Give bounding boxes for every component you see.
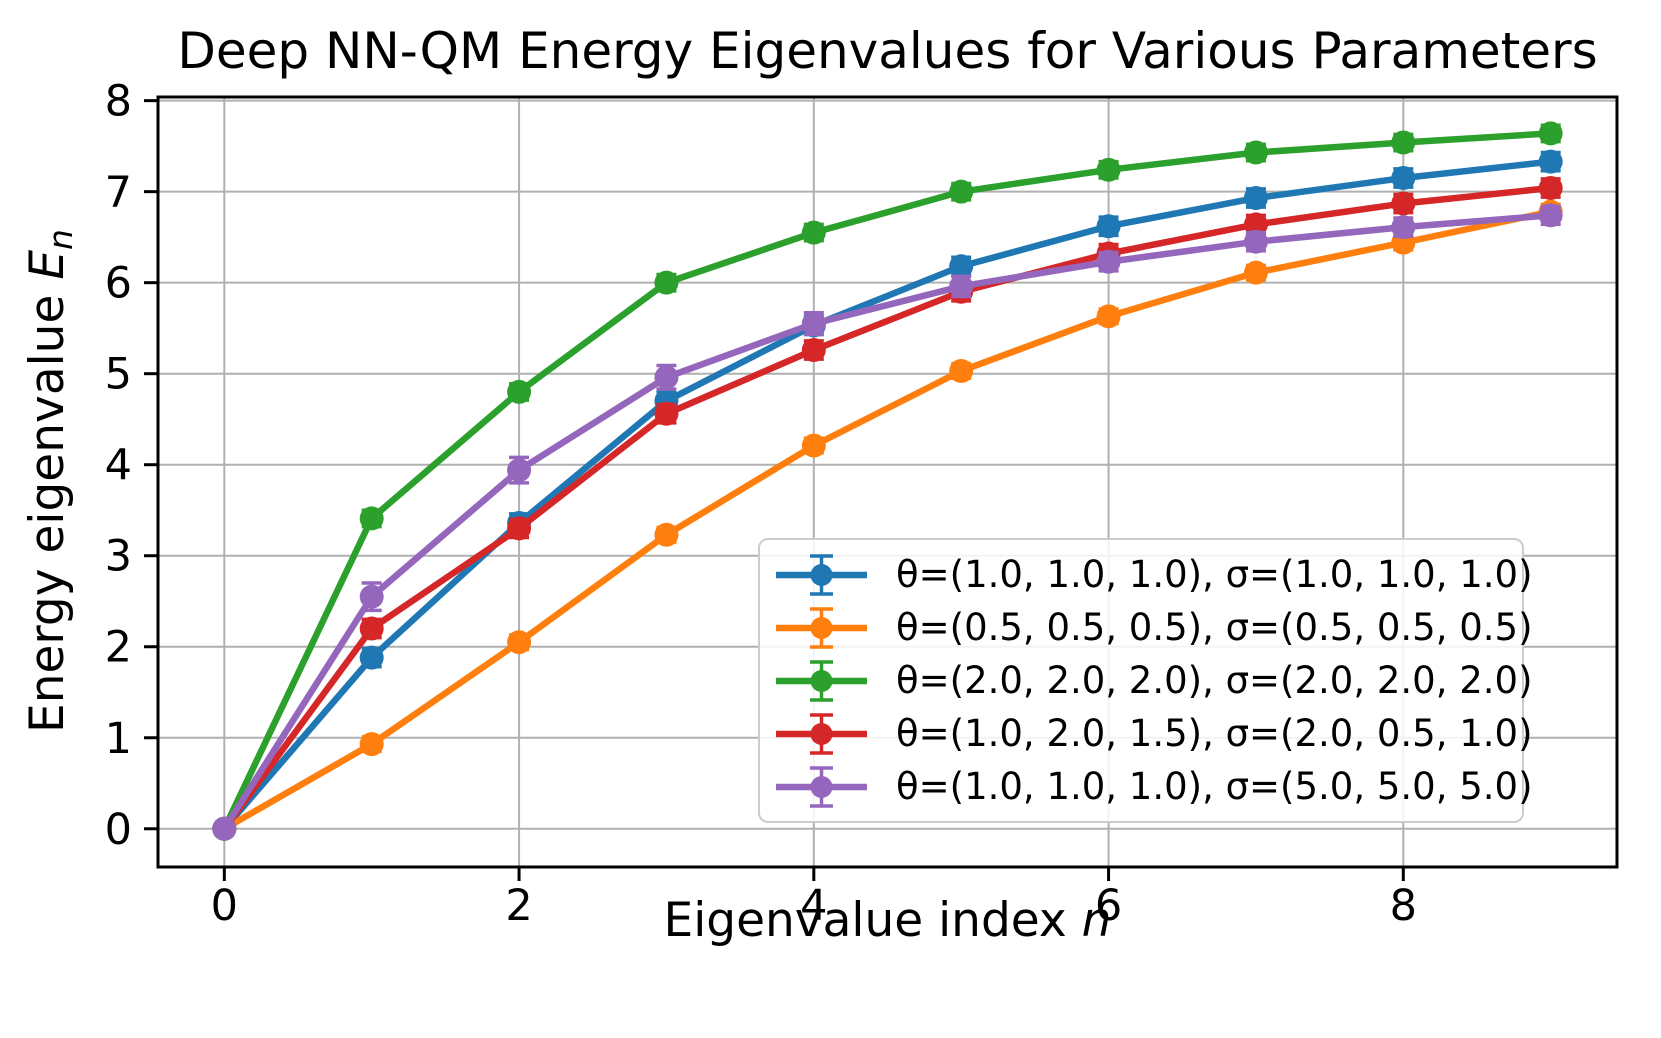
data-point [1538,149,1563,174]
x-tick-label: 6 [1095,881,1122,931]
series-line [221,184,1554,833]
legend-sample-point [810,563,833,586]
data-point [949,179,974,204]
legend-item: θ=(0.5, 0.5, 0.5), σ=(0.5, 0.5, 0.5) [774,601,1533,654]
data-point [1243,260,1268,285]
data-point [1538,203,1563,228]
data-point [654,522,679,547]
legend-label: θ=(0.5, 0.5, 0.5), σ=(0.5, 0.5, 0.5) [896,606,1533,649]
x-tick-label: 0 [211,881,238,931]
y-tick-label: 4 [105,441,132,491]
legend-errorbar-marker-icon [776,712,867,755]
axes-spines [156,95,1619,869]
legend-item: θ=(1.0, 2.0, 1.5), σ=(2.0, 0.5, 1.0) [774,707,1533,760]
y-tick-label: 3 [105,532,132,582]
x-axis-label-text: Eigenvalue index [663,893,1067,948]
legend-sample-point [810,669,833,692]
data-point [1096,249,1121,274]
data-point [1538,121,1563,146]
legend-item: θ=(1.0, 1.0, 1.0), σ=(5.0, 5.0, 5.0) [774,760,1533,813]
data-point [949,358,974,383]
data-point [654,365,679,390]
series-4 [212,203,1563,841]
data-point [801,220,826,245]
data-point [1391,191,1416,216]
grid-lines [158,97,1617,867]
series-line [221,208,1554,833]
y-axis-label-text: Energy eigenvalue [20,294,75,733]
series-line [221,130,1554,833]
data-point [1538,176,1563,201]
data-point [507,630,532,655]
y-tick-label: 0 [105,805,132,855]
legend-box: θ=(1.0, 1.0, 1.0), σ=(1.0, 1.0, 1.0) θ=(0… [758,538,1533,823]
data-point [654,270,679,295]
x-tick-label: 2 [505,881,532,931]
legend-errorbar-marker-icon [776,765,867,808]
data-point [507,458,532,483]
data-point [1243,212,1268,237]
data-point [1391,166,1416,191]
legend-item: θ=(1.0, 1.0, 1.0), σ=(1.0, 1.0, 1.0) [774,548,1533,601]
series-line [221,212,1554,833]
data-point [1243,186,1268,211]
data-point [507,516,532,541]
data-point [359,584,384,609]
y-tick-label: 6 [105,259,132,309]
data-point [1391,215,1416,240]
series-0 [212,149,1563,841]
data-point [1096,214,1121,239]
data-point [801,311,826,336]
y-tick-label: 1 [105,714,132,764]
data-point [801,338,826,363]
data-point [801,433,826,458]
legend-label: θ=(1.0, 2.0, 1.5), σ=(2.0, 0.5, 1.0) [896,712,1533,755]
data-point [1391,130,1416,155]
y-tick-label: 2 [105,623,132,673]
legend-label: θ=(1.0, 1.0, 1.0), σ=(5.0, 5.0, 5.0) [896,765,1533,808]
axis-ticks: 0 2 4 6 8 0 1 2 3 4 5 6 7 8 [105,77,1417,931]
legend-label: θ=(1.0, 1.0, 1.0), σ=(1.0, 1.0, 1.0) [896,553,1533,596]
y-axis-label-math-base: E [20,249,75,280]
data-point [359,645,384,670]
y-tick-label: 7 [105,168,132,218]
data-point [1096,304,1121,329]
data-point [654,401,679,426]
legend-errorbar-marker-icon [776,606,867,649]
legend-sample-point [810,775,833,798]
x-axis-label-math: n [1081,893,1112,948]
x-tick-label: 8 [1390,881,1417,931]
data-point [359,732,384,757]
legend-label: θ=(2.0, 2.0, 2.0), σ=(2.0, 2.0, 2.0) [896,659,1533,702]
y-tick-label: 5 [105,350,132,400]
data-point [949,274,974,299]
x-tick-label: 4 [800,881,827,931]
data-point [949,254,974,279]
legend-sample-point [810,616,833,639]
data-point [359,616,384,641]
data-point [1096,157,1121,182]
series-line [221,158,1554,833]
y-axis-label-math-sub: n [41,229,80,250]
chart-title: Deep NN-QM Energy Eigenvalues for Variou… [177,22,1598,80]
legend-item: θ=(2.0, 2.0, 2.0), σ=(2.0, 2.0, 2.0) [774,654,1533,707]
legend-errorbar-marker-icon [776,553,867,596]
data-point [359,506,384,531]
data-point [1243,140,1268,165]
y-tick-label: 8 [105,77,132,127]
y-axis-label: Energy eigenvalue En [17,0,80,981]
legend-sample-point [810,722,833,745]
data-point [1243,229,1268,254]
data-point [507,379,532,404]
data-point [212,816,237,841]
x-axis-label: Eigenvalue index n [158,893,1617,948]
legend-errorbar-marker-icon [776,659,867,702]
series-1 [212,199,1563,841]
